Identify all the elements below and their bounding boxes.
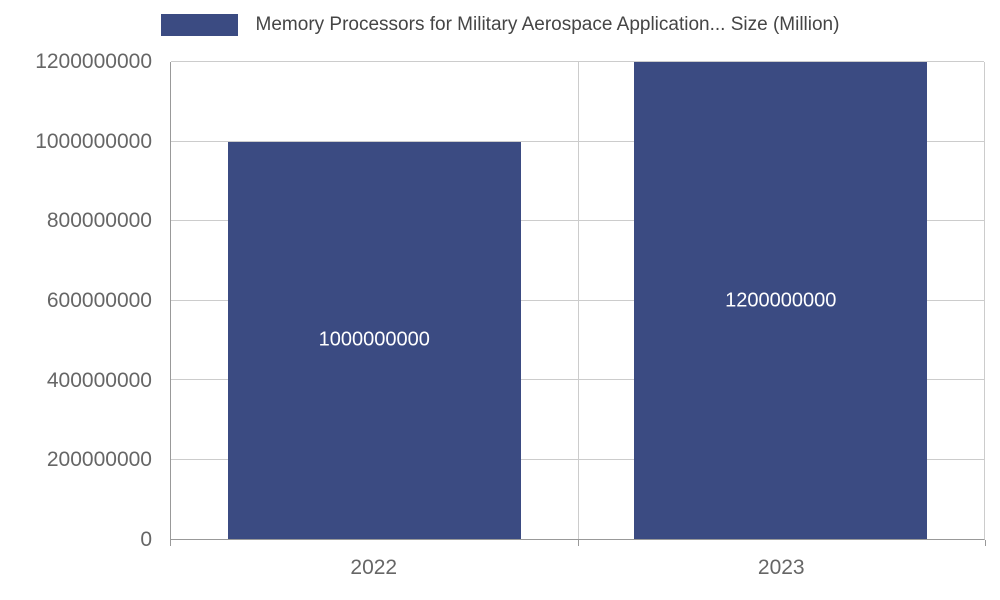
bar-value-label: 1200000000 bbox=[725, 289, 837, 311]
y-tick-label: 400000000 bbox=[46, 368, 152, 392]
y-tick-label: 1200000000 bbox=[35, 50, 152, 73]
legend-swatch bbox=[160, 14, 238, 36]
x-axis-tick bbox=[577, 540, 579, 546]
y-tick-label: 1000000000 bbox=[35, 129, 152, 153]
legend[interactable]: Memory Processors for Military Aerospace… bbox=[0, 14, 1000, 36]
y-tick-label: 800000000 bbox=[46, 209, 152, 233]
x-tick-label: 2022 bbox=[350, 556, 398, 579]
y-tick-label: 600000000 bbox=[46, 289, 152, 312]
legend-label: Memory Processors for Military Aerospace… bbox=[255, 14, 840, 35]
y-tick-label: 200000000 bbox=[46, 448, 152, 472]
x-axis-tick bbox=[170, 540, 171, 546]
y-axis: 0 200000000 400000000 600000000 800000000 100… bbox=[0, 50, 160, 551]
gridline bbox=[171, 61, 984, 62]
bar-2022[interactable]: 1000000000 bbox=[227, 141, 521, 539]
x-axis-tick bbox=[985, 540, 986, 546]
plot-area: 1000000000 1200000000 bbox=[170, 61, 985, 540]
x-tick-label: 2023 bbox=[757, 556, 805, 579]
bar-value-label: 1000000000 bbox=[318, 328, 430, 351]
x-axis: 2022 2023 bbox=[170, 540, 986, 595]
bar-2023[interactable]: 1200000000 bbox=[634, 62, 928, 539]
y-tick-label: 0 bbox=[140, 528, 152, 551]
gridline-vertical bbox=[577, 62, 579, 539]
